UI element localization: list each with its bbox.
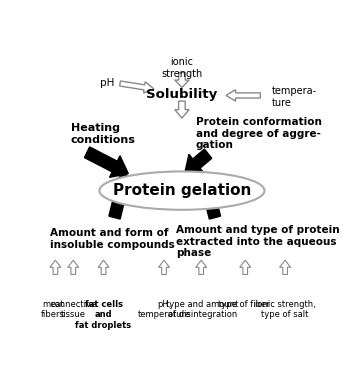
Polygon shape — [185, 149, 212, 173]
Text: pH,
temperature: pH, temperature — [137, 300, 191, 320]
Text: type and amount
of disintegration: type and amount of disintegration — [166, 300, 239, 320]
Text: meat
fibers: meat fibers — [41, 300, 65, 320]
Polygon shape — [50, 260, 61, 275]
Text: connective
tissue: connective tissue — [50, 300, 97, 320]
Polygon shape — [196, 173, 220, 219]
Text: type of fiber: type of fiber — [218, 300, 270, 309]
Text: Solubility: Solubility — [146, 87, 218, 100]
Polygon shape — [120, 81, 154, 93]
Text: ionic strength,
type of salt: ionic strength, type of salt — [255, 300, 316, 320]
Polygon shape — [175, 101, 189, 118]
Polygon shape — [159, 260, 170, 275]
Text: fat cells
and
fat droplets: fat cells and fat droplets — [76, 300, 132, 330]
Polygon shape — [280, 260, 291, 275]
Text: Protein conformation
and degree of aggre-
gation: Protein conformation and degree of aggre… — [196, 117, 322, 151]
Polygon shape — [68, 260, 79, 275]
Text: Protein gelation: Protein gelation — [113, 183, 251, 198]
Polygon shape — [98, 260, 109, 275]
Text: ionic
strength: ionic strength — [161, 57, 203, 79]
Polygon shape — [175, 73, 189, 87]
Text: pH: pH — [100, 77, 115, 88]
Polygon shape — [196, 260, 207, 275]
Polygon shape — [84, 147, 128, 177]
Text: Amount and type of protein
extracted into the aqueous
phase: Amount and type of protein extracted int… — [176, 225, 340, 258]
Polygon shape — [109, 172, 133, 219]
Text: Amount and form of
insoluble compounds: Amount and form of insoluble compounds — [50, 228, 175, 250]
Polygon shape — [226, 90, 260, 101]
Text: Heating
conditions: Heating conditions — [71, 123, 135, 145]
Text: tempera-
ture: tempera- ture — [271, 86, 316, 108]
Ellipse shape — [99, 172, 264, 210]
Polygon shape — [240, 260, 251, 275]
